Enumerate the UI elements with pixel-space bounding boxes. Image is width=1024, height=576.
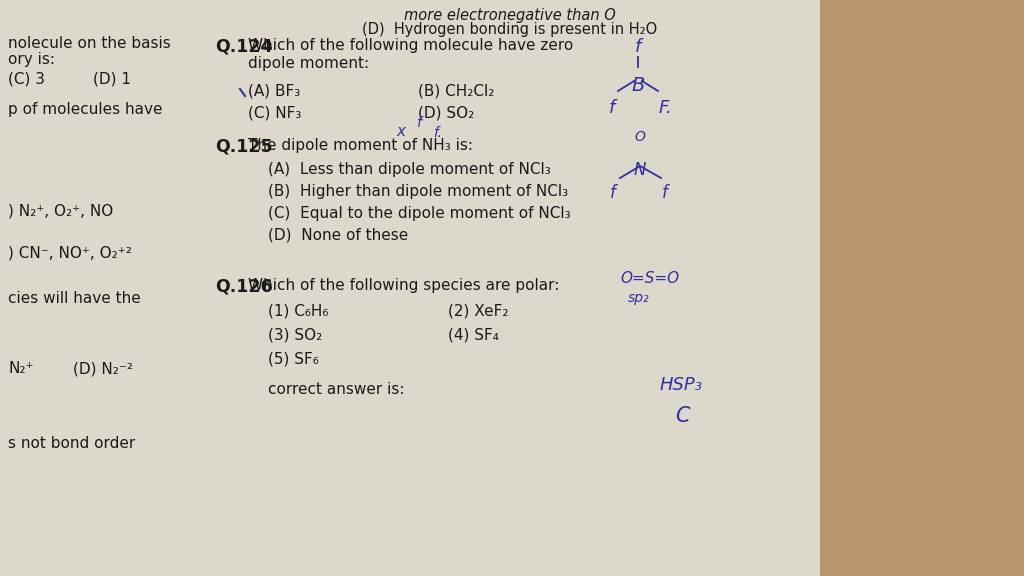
Text: cies will have the: cies will have the bbox=[8, 291, 140, 306]
Text: (4) SF₄: (4) SF₄ bbox=[449, 328, 499, 343]
Text: (A)  Less than dipole moment of NCl₃: (A) Less than dipole moment of NCl₃ bbox=[268, 162, 551, 177]
Text: HSP₃: HSP₃ bbox=[660, 376, 703, 394]
Text: (2) XeF₂: (2) XeF₂ bbox=[449, 304, 509, 319]
Text: (D) 1: (D) 1 bbox=[93, 71, 131, 86]
Text: f.: f. bbox=[433, 126, 442, 140]
Text: more electronegative than O: more electronegative than O bbox=[404, 8, 615, 23]
Text: (D) SO₂: (D) SO₂ bbox=[418, 106, 474, 121]
Text: Which of the following molecule have zero: Which of the following molecule have zer… bbox=[248, 38, 573, 53]
Text: (D)  Hydrogen bonding is present in H₂O: (D) Hydrogen bonding is present in H₂O bbox=[362, 22, 657, 37]
Text: ory is:: ory is: bbox=[8, 52, 55, 67]
Text: O=S=O: O=S=O bbox=[620, 271, 679, 286]
Text: F.: F. bbox=[658, 99, 672, 117]
Text: (A) BF₃: (A) BF₃ bbox=[248, 84, 300, 99]
Text: (1) C₆H₆: (1) C₆H₆ bbox=[268, 304, 329, 319]
Text: ) CN⁻, NO⁺, O₂⁺²: ) CN⁻, NO⁺, O₂⁺² bbox=[8, 246, 132, 261]
Text: p of molecules have: p of molecules have bbox=[8, 102, 163, 117]
Text: (D)  None of these: (D) None of these bbox=[268, 228, 409, 243]
Text: O: O bbox=[635, 130, 645, 144]
Text: (C) 3: (C) 3 bbox=[8, 71, 45, 86]
Text: sp₂: sp₂ bbox=[628, 291, 649, 305]
Text: (B) CH₂Cl₂: (B) CH₂Cl₂ bbox=[418, 84, 495, 99]
Text: f: f bbox=[609, 99, 615, 117]
Text: (C) NF₃: (C) NF₃ bbox=[248, 106, 301, 121]
Text: nolecule on the basis: nolecule on the basis bbox=[8, 36, 171, 51]
Text: C: C bbox=[675, 406, 689, 426]
Text: (C)  Equal to the dipole moment of NCl₃: (C) Equal to the dipole moment of NCl₃ bbox=[268, 206, 570, 221]
Text: correct answer is:: correct answer is: bbox=[268, 382, 404, 397]
Text: N: N bbox=[634, 161, 646, 179]
Text: ) N₂⁺, O₂⁺, NO: ) N₂⁺, O₂⁺, NO bbox=[8, 204, 114, 219]
Text: f: f bbox=[416, 116, 421, 130]
Text: Q.126: Q.126 bbox=[215, 278, 272, 296]
Text: Which of the following species are polar:: Which of the following species are polar… bbox=[248, 278, 559, 293]
Text: (D) N₂⁻²: (D) N₂⁻² bbox=[73, 361, 133, 376]
Text: f: f bbox=[610, 184, 616, 202]
Text: (3) SO₂: (3) SO₂ bbox=[268, 328, 323, 343]
Text: f: f bbox=[635, 38, 641, 56]
Text: dipole moment:: dipole moment: bbox=[248, 56, 369, 71]
Text: Q.124: Q.124 bbox=[215, 38, 272, 56]
Bar bbox=[810, 0, 1024, 576]
Text: B: B bbox=[632, 76, 645, 95]
Polygon shape bbox=[0, 0, 820, 576]
Text: x: x bbox=[396, 124, 406, 139]
Text: The dipole moment of NH₃ is:: The dipole moment of NH₃ is: bbox=[248, 138, 473, 153]
Text: f: f bbox=[663, 184, 668, 202]
Text: (B)  Higher than dipole moment of NCl₃: (B) Higher than dipole moment of NCl₃ bbox=[268, 184, 568, 199]
Text: N₂⁺: N₂⁺ bbox=[8, 361, 34, 376]
Text: (5) SF₆: (5) SF₆ bbox=[268, 352, 318, 367]
Text: Q.125: Q.125 bbox=[215, 138, 272, 156]
Bar bbox=[0, 0, 810, 576]
Text: s not bond order: s not bond order bbox=[8, 436, 135, 451]
